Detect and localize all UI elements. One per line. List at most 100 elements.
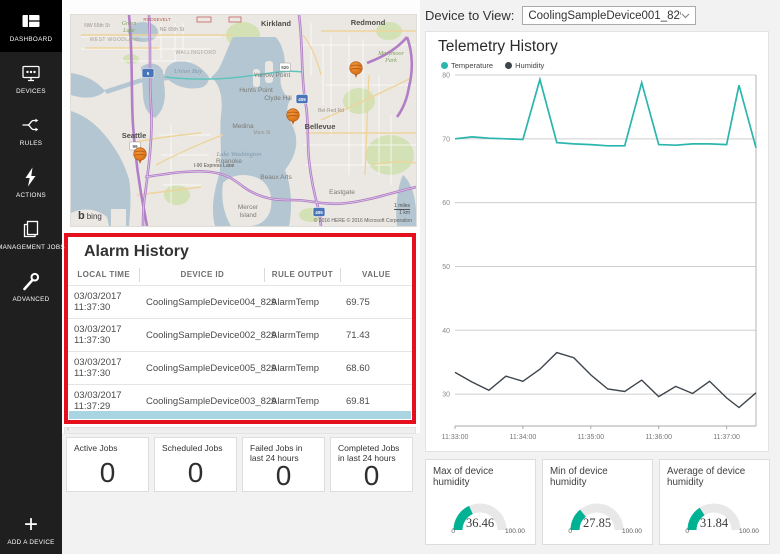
sidebar-item-actions[interactable]: ACTIONS — [0, 156, 62, 208]
alarm-horizontal-scrollbar[interactable] — [69, 411, 411, 419]
sidebar-item-rules[interactable]: RULES — [0, 104, 62, 156]
map-label: Clyde Hill — [264, 95, 292, 102]
map-label: Yarrow Point — [254, 72, 291, 79]
sidebar-item-management-jobs[interactable]: MANAGEMENT JOBS — [0, 208, 62, 260]
dashboard-page: DASHBOARD DEVICES RULES ACTIONS MANAGEMENT J… — [0, 0, 780, 554]
job-tile-label: Scheduled Jobs — [162, 443, 229, 453]
alarm-table-row: 03/03/201711:37:30CoolingSampleDevice005… — [68, 351, 412, 384]
map-canvas: 540540552099 SeattleBellevueKirklandRedm… — [71, 15, 416, 226]
chevron-down-icon — [681, 13, 690, 19]
alarm-value: 71.43 — [340, 330, 412, 341]
map-label: WALLINGFORD — [176, 50, 217, 56]
gauge-max-label: 100.00 — [739, 528, 759, 535]
svg-text:520: 520 — [281, 65, 289, 70]
humidity-gauges: Max of device humidity0100.0036.46Min of… — [425, 459, 770, 545]
device-select-value: CoolingSampleDevice001_829 — [528, 10, 681, 22]
svg-text:11:33:00: 11:33:00 — [442, 434, 469, 441]
map-label: Kirkland — [261, 19, 291, 28]
legend-dot — [441, 62, 448, 69]
sidebar-item-label: DASHBOARD — [10, 36, 53, 43]
job-tile: Scheduled Jobs 0 — [154, 437, 237, 492]
map-label: Union Bay — [174, 68, 202, 75]
telemetry-chart: 30405060708011:33:0011:34:0011:35:0011:3… — [426, 32, 768, 451]
alarm-history-title: Alarm History — [84, 243, 412, 261]
svg-text:405: 405 — [315, 210, 323, 215]
job-tile-label: Active Jobs — [74, 443, 141, 453]
route-shield: 405 — [313, 208, 325, 217]
alarm-rule-output: AlarmTemp — [265, 330, 340, 341]
devices-icon — [19, 61, 43, 85]
sidebar: DASHBOARD DEVICES RULES ACTIONS MANAGEMENT J… — [0, 0, 62, 554]
dashboard-icon — [19, 9, 43, 33]
rules-icon — [19, 113, 43, 137]
map-label: Bel-Red Rd — [318, 108, 344, 114]
device-selector-row: Device to View: CoolingSampleDevice001_8… — [425, 6, 696, 25]
telemetry-history-card: Telemetry History TemperatureHumidity 30… — [425, 31, 769, 452]
alarm-column-header: LOCAL TIME — [68, 268, 140, 282]
map-label: NE 65th St — [160, 27, 185, 33]
add-device-label: ADD A DEVICE — [7, 539, 54, 546]
sidebar-item-dashboard[interactable]: DASHBOARD — [0, 0, 62, 52]
map-label: Park — [384, 58, 397, 64]
alarm-rule-output: AlarmTemp — [265, 297, 340, 308]
gauge-value: 27.85 — [583, 516, 611, 530]
svg-text:60: 60 — [442, 200, 450, 207]
svg-text:11:36:00: 11:36:00 — [645, 434, 672, 441]
map-label: Main St — [254, 130, 272, 136]
map-label: Mercer — [238, 204, 259, 211]
sidebar-item-label: ADVANCED — [13, 296, 50, 303]
gauge-card: Max of device humidity0100.0036.46 — [425, 459, 536, 545]
gauge-dial: 0100.0036.46 — [426, 484, 537, 540]
route-shield: 520 — [280, 63, 291, 71]
alarm-device-id: CoolingSampleDevice002_829 — [140, 330, 265, 341]
actions-icon — [19, 165, 43, 189]
svg-text:80: 80 — [442, 73, 450, 80]
device-location-map[interactable]: 540540552099 SeattleBellevueKirklandRedm… — [70, 14, 417, 227]
alarm-device-id: CoolingSampleDevice005_829 — [140, 363, 265, 374]
gauge-min-label: 0 — [568, 528, 572, 535]
job-tile-value: 0 — [74, 460, 141, 486]
gauge-dial: 0100.0031.84 — [660, 484, 771, 540]
map-label: Medina — [232, 123, 254, 130]
svg-text:11:34:00: 11:34:00 — [510, 434, 537, 441]
legend-item: Humidity — [505, 61, 544, 70]
map-label: Seattle — [122, 131, 147, 140]
left-panel-scrollbar[interactable]: ‹ — [64, 427, 416, 434]
chart-legend: TemperatureHumidity — [441, 61, 544, 70]
job-tile-value: 0 — [162, 460, 229, 486]
device-select[interactable]: CoolingSampleDevice001_829 — [522, 6, 696, 25]
sidebar-item-add-a-device[interactable]: + ADD A DEVICE — [0, 514, 62, 546]
sidebar-item-label: ACTIONS — [16, 192, 46, 199]
alarm-column-header: RULE OUTPUT — [265, 268, 340, 282]
device-selector-label: Device to View: — [425, 8, 514, 23]
sidebar-item-devices[interactable]: DEVICES — [0, 52, 62, 104]
alarm-column-header: DEVICE ID — [140, 268, 265, 282]
sidebar-item-advanced[interactable]: ADVANCED — [0, 260, 62, 312]
plus-icon: + — [24, 514, 38, 536]
sidebar-item-label: RULES — [20, 140, 43, 147]
map-label: NW 65th St — [84, 23, 110, 29]
alarm-rule-output: AlarmTemp — [265, 363, 340, 374]
job-tile: Failed Jobs in last 24 hours0 — [242, 437, 325, 492]
route-shield: 405 — [296, 95, 308, 104]
svg-text:11:35:00: 11:35:00 — [577, 434, 604, 441]
alarm-local-time: 03/03/201711:37:30 — [68, 357, 140, 379]
jobs-tiles: Active Jobs 0 Scheduled Jobs 0 Failed Jobs i… — [66, 437, 413, 492]
svg-text:70: 70 — [442, 136, 450, 143]
svg-text:11:37:00: 11:37:00 — [713, 434, 740, 441]
gauge-min-label: 0 — [451, 528, 455, 535]
map-label: WEST WOODLAND — [90, 37, 140, 43]
job-tile: Completed Jobs in last 24 hours0 — [330, 437, 413, 492]
svg-text:40: 40 — [442, 328, 450, 335]
svg-text:30: 30 — [442, 392, 450, 399]
alarm-local-time: 03/03/201711:37:29 — [68, 390, 140, 412]
map-label: Beaux Arts — [260, 174, 292, 181]
job-tile: Active Jobs 0 — [66, 437, 149, 492]
svg-text:405: 405 — [298, 97, 306, 102]
map-scale: 1 miles 1 km — [394, 203, 410, 216]
bing-logo[interactable]: bbing — [78, 210, 102, 222]
route-shield: 5 — [142, 69, 154, 78]
legend-label: Humidity — [515, 61, 544, 70]
map-label: Hunts Point — [239, 87, 273, 94]
legend-dot — [505, 62, 512, 69]
